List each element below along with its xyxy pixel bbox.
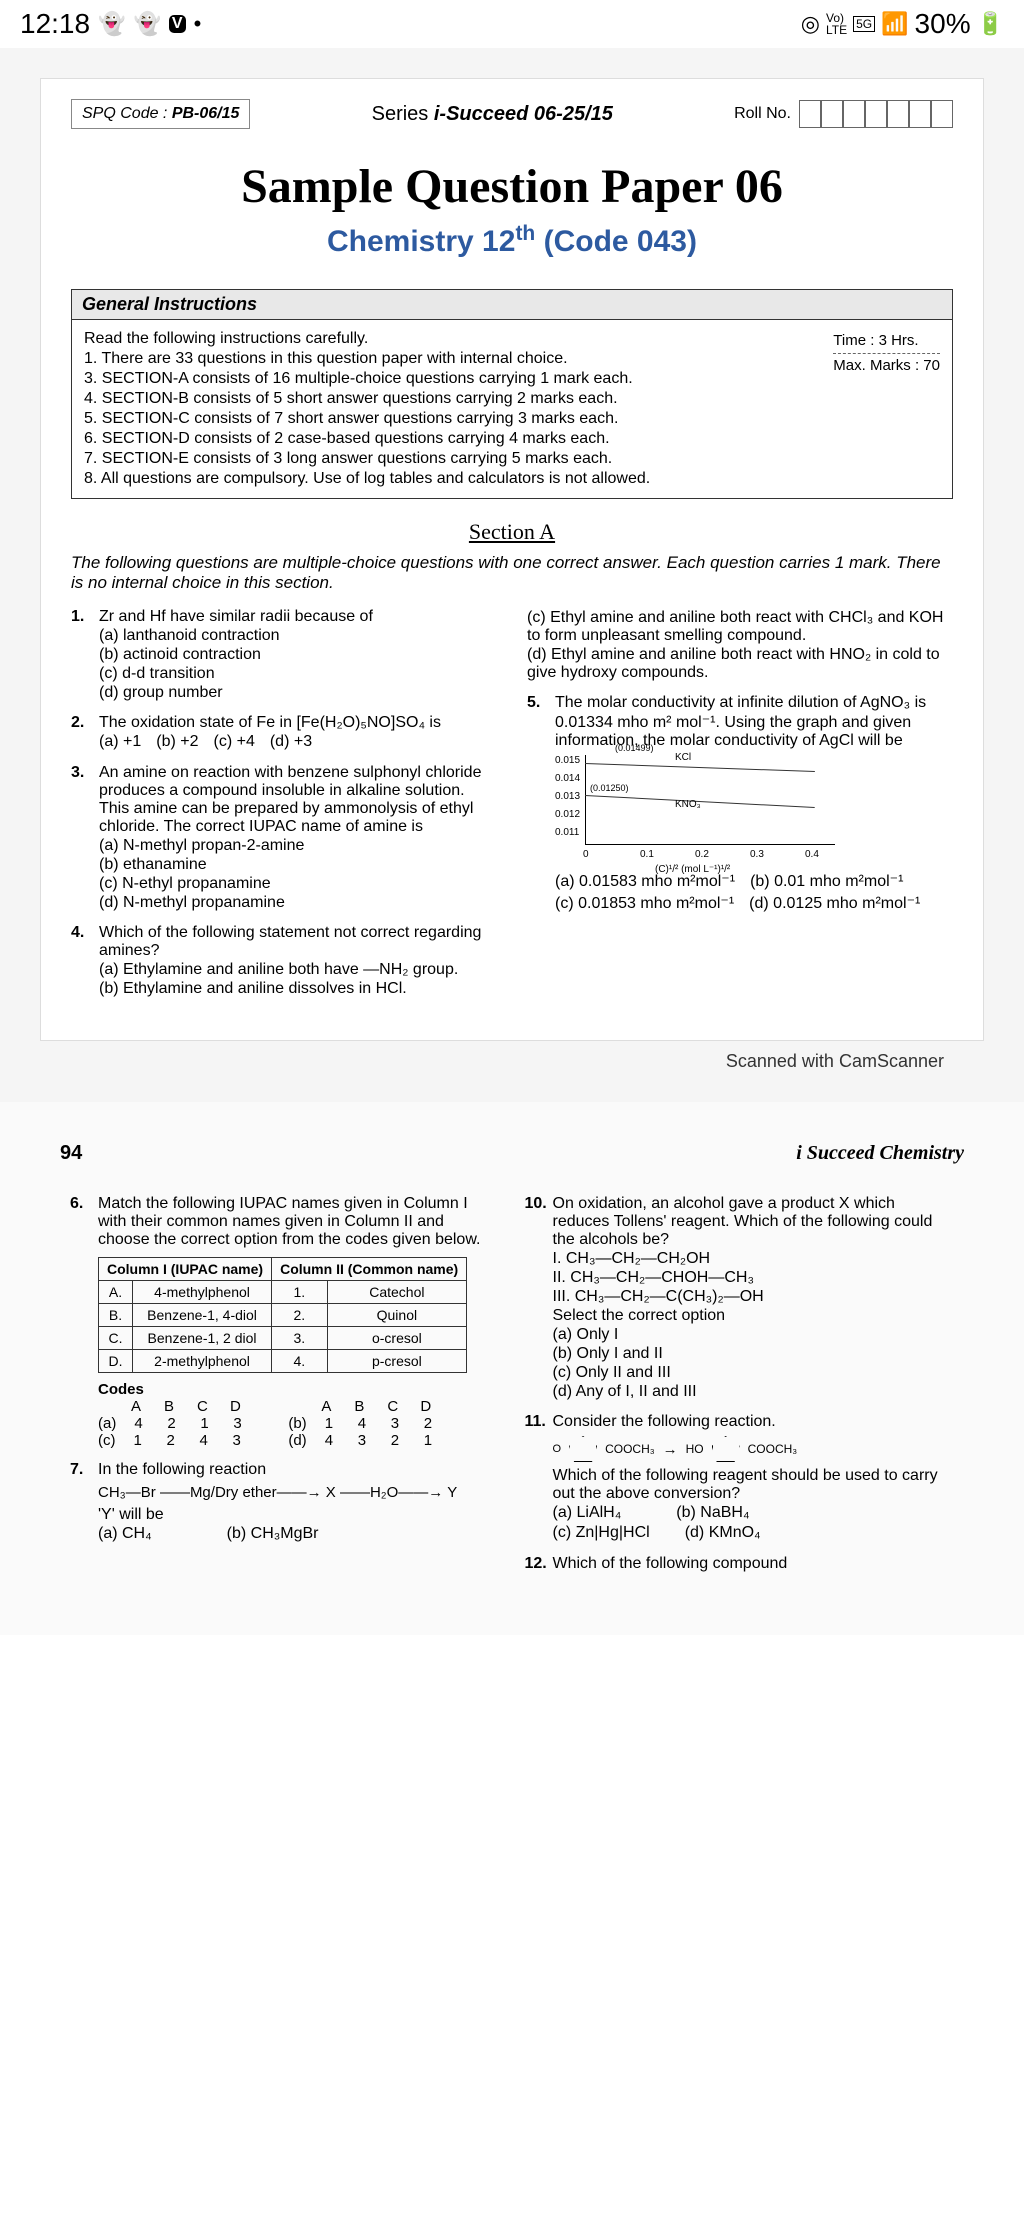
instructions-meta: Time : 3 Hrs. Max. Marks : 70 (813, 328, 940, 490)
reaction-11: O COOCH₃ → HO COOCH₃ (525, 1436, 955, 1462)
instructions-list: Read the following instructions carefull… (84, 328, 813, 490)
question-10: 10.On oxidation, an alcohol gave a produ… (525, 1195, 955, 1401)
battery-icon: 🔋 (977, 11, 1004, 37)
phone-status-bar: 12:18 👻 👻 V • ◎ Vo)LTE 5G 📶 30% 🔋 (0, 0, 1024, 48)
app-icon: V (169, 15, 186, 33)
status-left: 12:18 👻 👻 V • (20, 8, 201, 40)
question-12: 12.Which of the following compound (525, 1555, 955, 1573)
paper-subtitle: Chemistry 12th (Code 043) (71, 222, 953, 259)
paper-header: SPQ Code : PB-06/15 Series i-Succeed 06-… (41, 79, 983, 149)
paper-1: SPQ Code : PB-06/15 Series i-Succeed 06-… (40, 78, 984, 1041)
network-label: Vo)LTE (826, 12, 847, 36)
signal-icon: 📶 (881, 11, 908, 37)
network-gen: 5G (853, 16, 875, 32)
roll-boxes (799, 100, 953, 128)
question-2: 2.The oxidation state of Fe in [Fe(H₂O)₅… (71, 714, 497, 752)
questions-grid-2: 6.Match the following IUPAC names given … (40, 1175, 984, 1605)
snapchat-icon-2: 👻 (133, 11, 160, 37)
question-6: 6.Match the following IUPAC names given … (70, 1195, 500, 1449)
instructions-heading: General Instructions (72, 290, 952, 320)
title-area: Sample Question Paper 06 Chemistry 12th … (41, 149, 983, 289)
series-label: Series i-Succeed 06-25/15 (372, 103, 613, 126)
snapchat-icon: 👻 (98, 11, 125, 37)
hotspot-icon: ◎ (801, 11, 820, 37)
question-5: 5.The molar conductivity at infinite dil… (527, 694, 953, 914)
battery-level: 30% (915, 8, 971, 40)
section-a-title: Section A (41, 519, 983, 545)
question-1: 1.Zr and Hf have similar radii because o… (71, 608, 497, 702)
question-4: 4.Which of the following statement not c… (71, 924, 497, 998)
roll-no: Roll No. (734, 100, 953, 128)
match-table: Column I (IUPAC name)Column II (Common n… (98, 1257, 467, 1373)
status-time: 12:18 (20, 8, 90, 40)
status-right: ◎ Vo)LTE 5G 📶 30% 🔋 (801, 8, 1004, 40)
page-1: SPQ Code : PB-06/15 Series i-Succeed 06-… (0, 48, 1024, 1102)
code-box: SPQ Code : PB-06/15 (71, 99, 250, 129)
page-2: 94 i Succeed Chemistry 6.Match the follo… (0, 1102, 1024, 1635)
question-4-cont: (c) Ethyl amine and aniline both react w… (527, 609, 953, 682)
page-number: 94 (60, 1142, 82, 1165)
paper-title: Sample Question Paper 06 (71, 159, 953, 214)
scanned-label: Scanned with CamScanner (40, 1041, 984, 1082)
chart-q5: 0.015 0.014 0.013 0.012 0.011 0 0.1 0.2 … (555, 755, 835, 865)
section-a-intro: The following questions are multiple-cho… (41, 553, 983, 608)
question-11: 11.Consider the following reaction. O CO… (525, 1413, 955, 1543)
brand: i Succeed Chemistry (796, 1142, 964, 1165)
question-7: 7.In the following reaction CH₃—Br ——Mg/… (70, 1461, 500, 1544)
dot-icon: • (194, 11, 202, 37)
instructions-box: General Instructions Read the following … (71, 289, 953, 499)
codes: Codes ABCD (a)4213 (c)1243 ABCD (b)1432 … (70, 1381, 500, 1449)
page2-header: 94 i Succeed Chemistry (40, 1132, 984, 1175)
question-3: 3.An amine on reaction with benzene sulp… (71, 764, 497, 912)
questions-grid: 1.Zr and Hf have similar radii because o… (41, 608, 983, 1040)
